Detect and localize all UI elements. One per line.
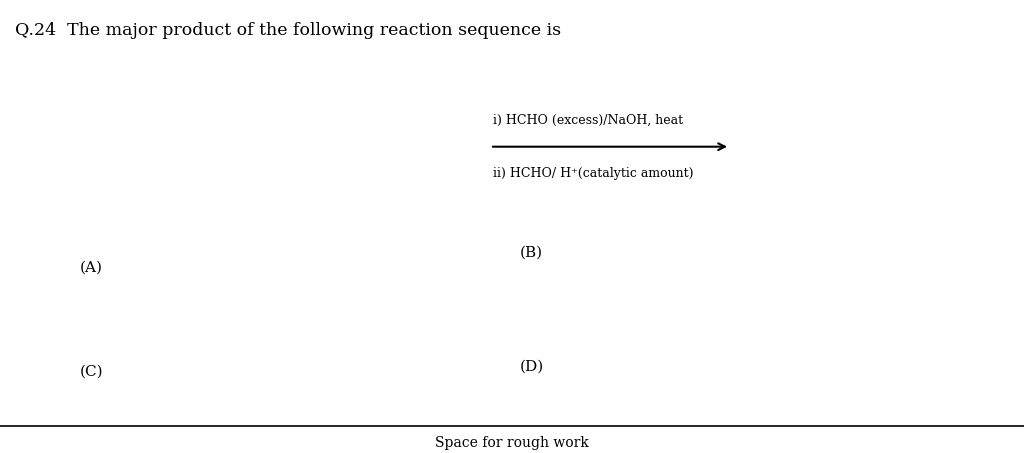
Text: ii) HCHO/ H⁺(catalytic amount): ii) HCHO/ H⁺(catalytic amount) [493, 167, 693, 179]
Text: (D): (D) [520, 360, 544, 374]
Text: (B): (B) [520, 246, 543, 260]
Text: (C): (C) [80, 365, 103, 379]
Text: Q.24  The major product of the following reaction sequence is: Q.24 The major product of the following … [15, 22, 561, 39]
Text: i) HCHO (excess)/NaOH, heat: i) HCHO (excess)/NaOH, heat [493, 114, 683, 127]
Text: Space for rough work: Space for rough work [435, 436, 589, 450]
Text: (A): (A) [80, 260, 103, 275]
